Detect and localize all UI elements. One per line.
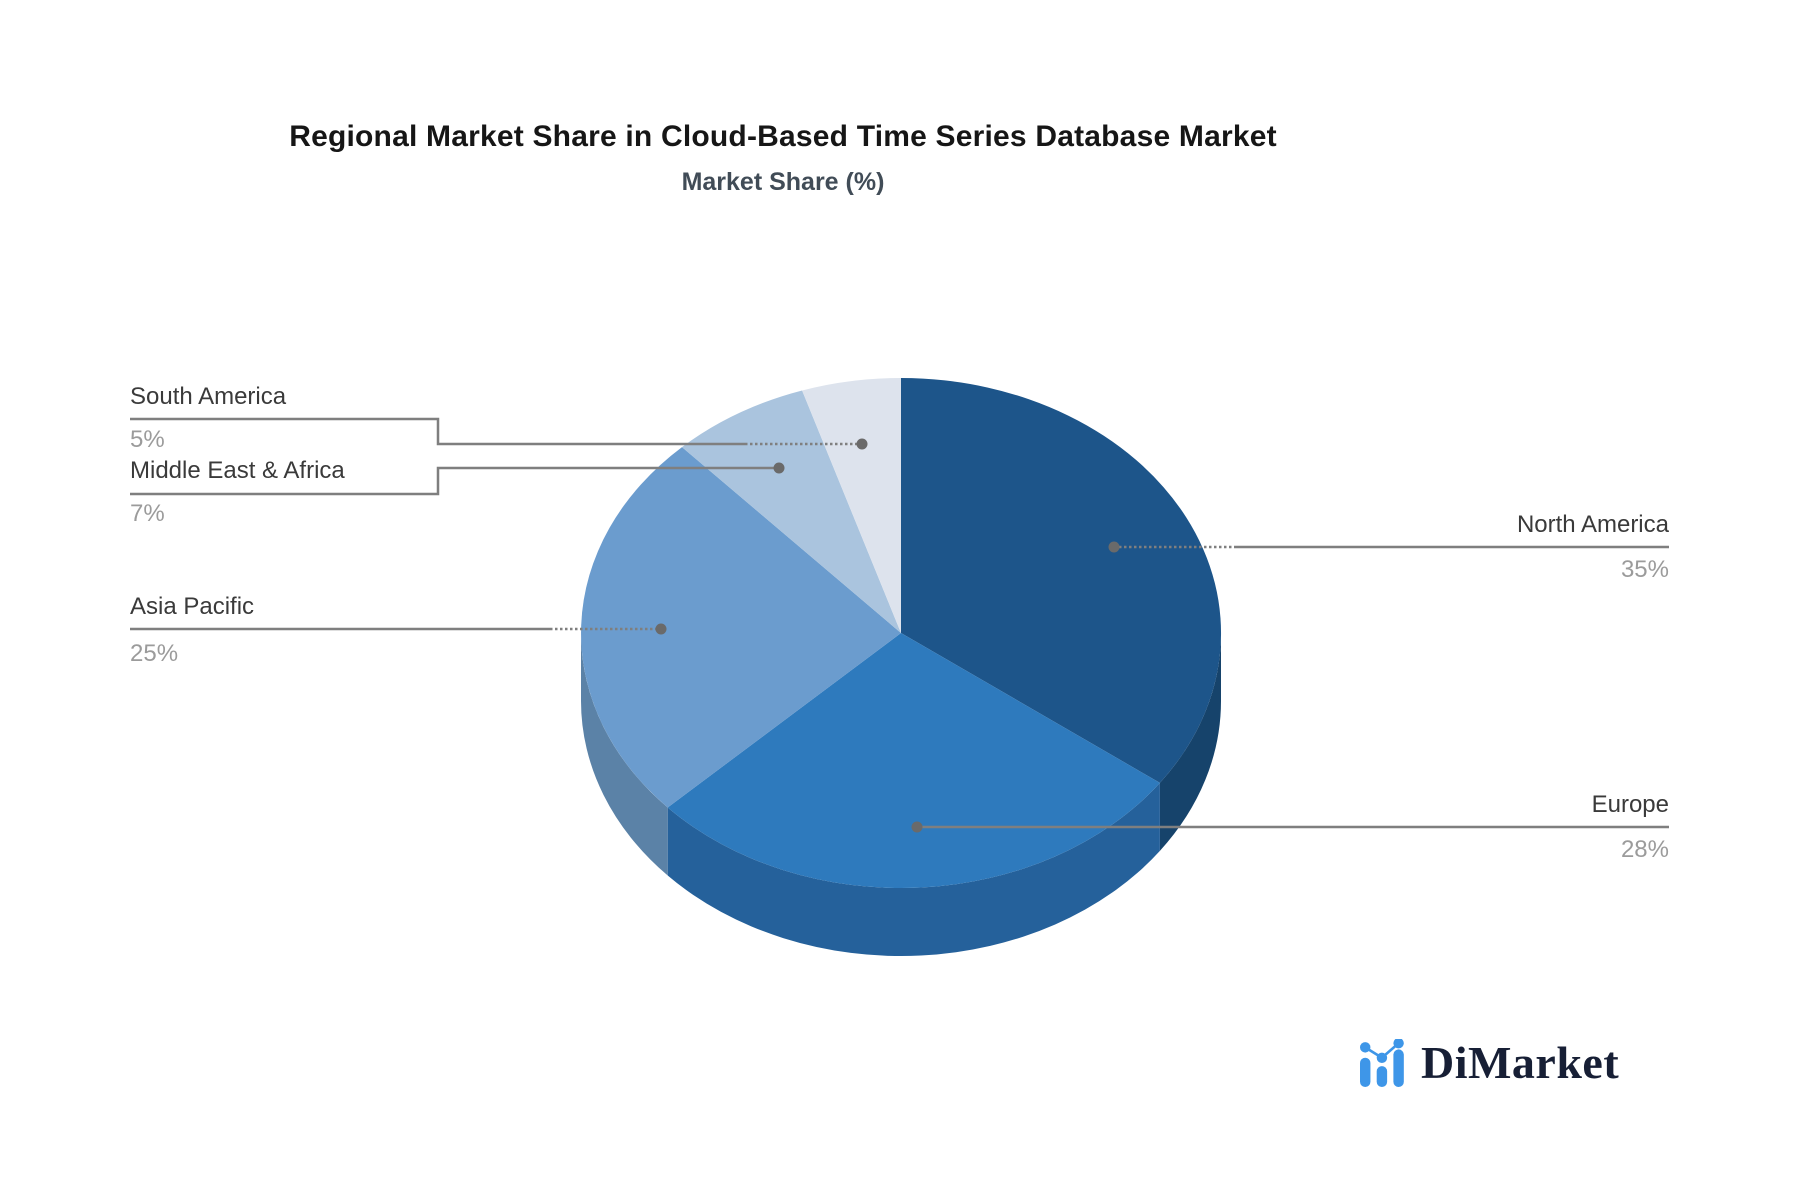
chart-subtitle: Market Share (%) <box>681 168 885 196</box>
dot-south-america <box>856 438 868 450</box>
pie-slice-asia-pacific[interactable] <box>581 447 901 808</box>
label-north-america: North America <box>1516 511 1669 538</box>
connector-middle-east-africa <box>130 466 774 496</box>
label-asia-pacific: Asia Pacific <box>130 593 255 620</box>
pct-asia-pacific: 25% <box>130 640 179 667</box>
label-middle-east-africa: Middle East & Africa <box>130 457 345 484</box>
brand-logo-text: DiMarket <box>1421 1037 1620 1088</box>
label-connectors <box>130 417 1669 829</box>
dot-north-america <box>1108 541 1120 553</box>
chart-title: Regional Market Share in Cloud-Based Tim… <box>289 120 1277 153</box>
pct-south-america: 5% <box>130 426 165 453</box>
connector-dots <box>655 438 1120 833</box>
pct-middle-east-africa: 7% <box>130 500 165 527</box>
label-europe: Europe <box>1591 791 1669 818</box>
dot-asia-pacific <box>655 623 667 635</box>
pie-slice-north-america[interactable] <box>901 378 1222 783</box>
pie-slice-middle-east-africa[interactable] <box>682 390 901 634</box>
dot-middle-east-africa <box>773 462 785 474</box>
pct-europe: 28% <box>1620 836 1669 863</box>
pie-side-north-america <box>1159 633 1221 851</box>
pie-side-europe <box>667 782 1160 956</box>
label-south-america: South America <box>130 383 287 410</box>
pie-side-asia-pacific <box>581 633 668 876</box>
dot-europe <box>911 821 923 833</box>
brand-logo: DiMarket <box>1360 1036 1619 1089</box>
bar-chart-icon <box>1360 1038 1404 1087</box>
connector-south-america <box>130 417 745 446</box>
pct-north-america: 35% <box>1620 556 1669 583</box>
pie-slice-europe[interactable] <box>667 633 1160 888</box>
pie-slice-south-america[interactable] <box>802 378 901 633</box>
